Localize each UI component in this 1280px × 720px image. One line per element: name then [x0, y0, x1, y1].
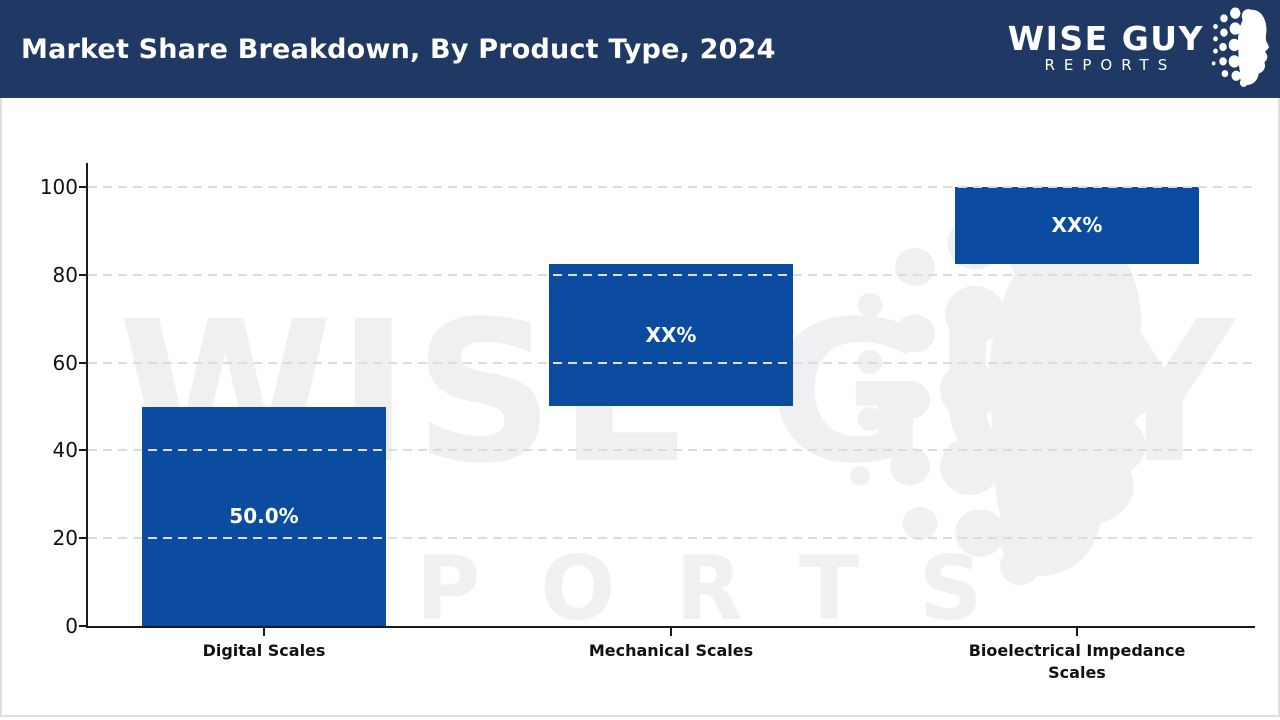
- y-tick-label: 60: [52, 350, 78, 375]
- y-tick-mark: [79, 625, 88, 627]
- y-tick-mark: [79, 361, 88, 364]
- y-tick-label: 100: [39, 175, 78, 199]
- x-tick-mark: [263, 628, 265, 636]
- page-title: Market Share Breakdown, By Product Type,…: [21, 33, 776, 65]
- gridline: [88, 273, 1253, 276]
- category-label: Mechanical Scales: [588, 641, 754, 660]
- y-tick-mark: [79, 186, 88, 188]
- y-tick-label: 20: [52, 526, 78, 551]
- bar: [142, 406, 386, 626]
- y-tick-label: 0: [65, 614, 78, 638]
- x-tick-mark: [1076, 628, 1078, 636]
- x-axis: [86, 626, 1255, 628]
- category-label: Digital Scales: [202, 641, 326, 660]
- y-tick-label: 80: [52, 262, 78, 287]
- bar-value-label: XX%: [645, 323, 697, 348]
- bar-value-label: 50.0%: [229, 504, 299, 529]
- y-tick-mark: [79, 449, 88, 452]
- y-axis: [86, 163, 88, 628]
- y-tick-mark: [79, 273, 88, 276]
- bar: [955, 187, 1199, 264]
- bar: [549, 263, 793, 407]
- bar-value-label: XX%: [1051, 213, 1103, 238]
- y-tick-mark: [79, 537, 88, 540]
- brand-name: WISE GUY: [1007, 18, 1204, 58]
- y-tick-label: 40: [52, 438, 78, 463]
- watermark-face-dots: [850, 217, 1155, 586]
- brand-subname: REPORTS: [1044, 55, 1177, 74]
- gridline: [88, 361, 1253, 364]
- gridline: [88, 186, 1253, 188]
- gridline: [88, 537, 1253, 540]
- header-bar: Market Share Breakdown, By Product Type,…: [0, 0, 1280, 98]
- brand-face-icon: [1211, 7, 1270, 87]
- brand-logo: WISE GUY REPORTS: [1008, 6, 1270, 88]
- category-label: Bioelectrical Impedance Scales: [968, 641, 1186, 682]
- x-tick-mark: [670, 628, 672, 636]
- gridline: [88, 449, 1253, 452]
- brand-logo-text: WISE GUY REPORTS: [1008, 22, 1204, 73]
